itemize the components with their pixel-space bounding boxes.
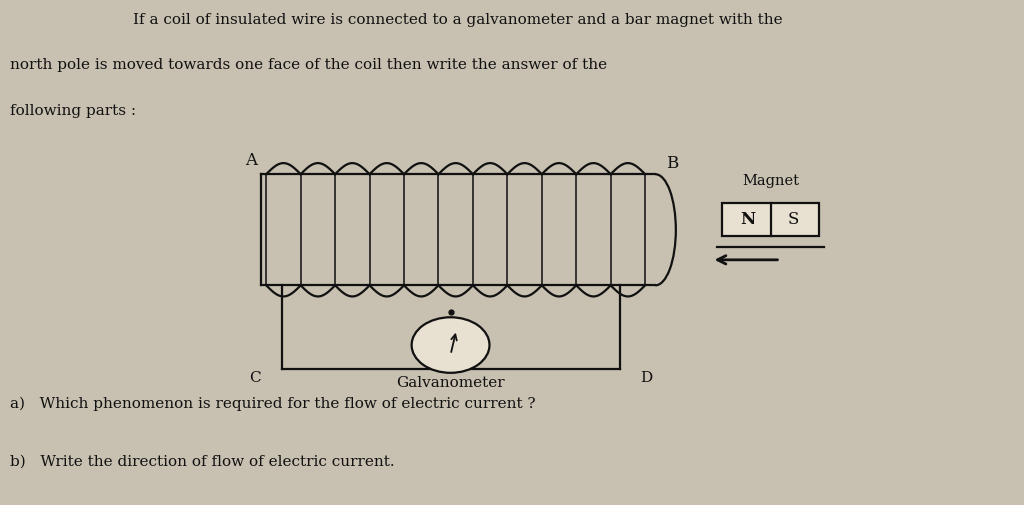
Text: A: A [245, 152, 257, 169]
Text: If a coil of insulated wire is connected to a galvanometer and a bar magnet with: If a coil of insulated wire is connected… [133, 13, 782, 27]
Text: C: C [250, 371, 261, 385]
Text: b)   Write the direction of flow of electric current.: b) Write the direction of flow of electr… [10, 454, 395, 469]
Ellipse shape [412, 317, 489, 373]
Text: a)   Which phenomenon is required for the flow of electric current ?: a) Which phenomenon is required for the … [10, 396, 536, 411]
Polygon shape [722, 204, 819, 236]
Text: Galvanometer: Galvanometer [396, 376, 505, 389]
Text: N: N [740, 211, 756, 228]
Text: B: B [666, 155, 678, 172]
Text: north pole is moved towards one face of the coil then write the answer of the: north pole is moved towards one face of … [10, 58, 607, 72]
Text: S: S [787, 211, 799, 228]
Text: following parts :: following parts : [10, 104, 136, 118]
Text: Magnet: Magnet [742, 174, 799, 188]
Text: D: D [640, 371, 652, 385]
